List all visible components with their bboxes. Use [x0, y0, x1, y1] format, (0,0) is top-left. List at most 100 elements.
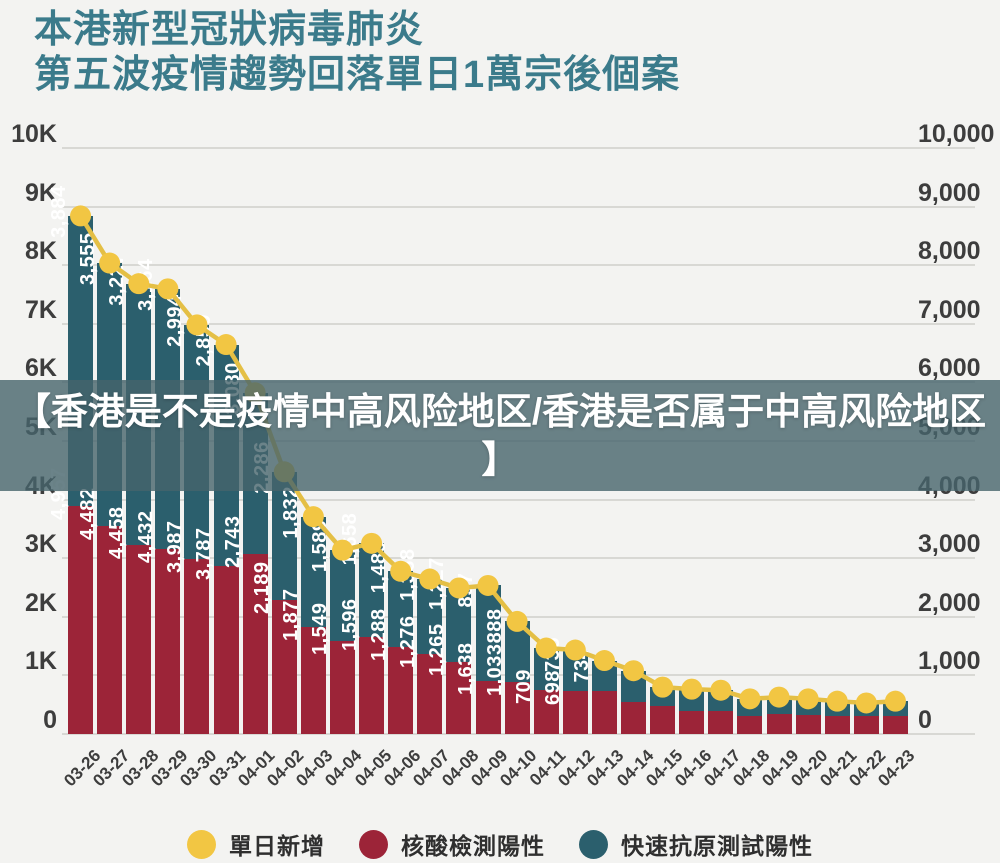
bar-segment-rat	[766, 697, 792, 715]
y-axis-label-left: 7K	[25, 295, 57, 324]
bar-label-rat: 4,458	[105, 506, 128, 559]
bar-04-23	[882, 701, 908, 734]
bar-label-rat: 4,482	[76, 487, 99, 540]
bar-segment-pcr	[824, 715, 850, 734]
bar-segment-rat	[882, 701, 908, 716]
y-axis-label-left: 3K	[25, 530, 57, 559]
bar-segment-rat	[650, 687, 676, 707]
bar-segment-rat	[824, 701, 850, 716]
bar-label-rat: 4,432	[134, 510, 157, 563]
y-axis-label-right: 9,000	[918, 178, 981, 207]
bar-04-13: 734	[571, 648, 617, 734]
bar-label-rat: 3,787	[193, 527, 216, 581]
y-axis-label-left: 2K	[25, 588, 57, 617]
bar-label-pcr: 888	[484, 608, 507, 644]
gridline	[62, 264, 975, 267]
y-axis-label-right: 1,000	[918, 647, 981, 676]
y-axis-label-left: 0	[43, 706, 57, 734]
bar-label-rat: 2,743	[222, 514, 245, 568]
bar-label-rat: 1,265	[425, 623, 448, 677]
bar-segment-pcr	[853, 716, 879, 734]
gridline	[62, 733, 975, 735]
bar-label-pcr: 2,994	[163, 294, 186, 347]
bar-label-rat: 2,189	[251, 561, 274, 615]
bar-04-15	[650, 687, 676, 734]
bar-segment-pcr	[562, 690, 588, 734]
y-axis-label-right: 6,000	[918, 354, 981, 383]
bar-segment-pcr	[795, 714, 821, 734]
y-axis-label-left: 1K	[25, 647, 57, 676]
chart-title-line1: 本港新型冠狀病毒肺炎	[34, 9, 425, 51]
y-axis-label-left: 10K	[11, 120, 57, 148]
bar-label-rat: 1,276	[396, 615, 419, 668]
legend-item-daily-new: 單日新增	[187, 827, 325, 861]
bar-label-pcr: 3,555	[76, 232, 99, 286]
bar-03-29: 3,164 4,432	[135, 258, 181, 734]
bar-label-pcr: 3,164	[134, 258, 157, 311]
y-axis-label-left: 6K	[25, 354, 57, 383]
bar-label-rat: 1,033	[484, 643, 507, 696]
bar-label-pcr: 1,589	[309, 519, 332, 573]
y-axis-label-right: 3,000	[918, 530, 981, 559]
bar-segment-rat	[795, 698, 821, 715]
bar-segment-pcr	[184, 558, 210, 734]
bar-segment-rat	[591, 660, 617, 691]
bar-segment-pcr	[329, 640, 355, 734]
bar-label-pcr: 1,227	[425, 557, 448, 610]
gridline	[62, 205, 975, 208]
bar-label-pcr: 1,832	[280, 486, 303, 539]
bar-04-19	[766, 697, 792, 734]
bar-segment-pcr	[126, 544, 152, 734]
bar-segment-pcr	[650, 706, 676, 734]
bar-segment-pcr	[213, 566, 239, 734]
bar-segment-rat	[853, 702, 879, 717]
legend-dot-icon	[579, 829, 608, 859]
bar-04-18	[737, 698, 763, 734]
bar-04-14	[621, 670, 647, 734]
bar-label-rat: 1,638	[455, 642, 477, 696]
bar-segment-rat	[621, 670, 647, 702]
overlay-banner-text-line2: 】	[481, 438, 519, 480]
bar-segment-rat	[708, 690, 734, 711]
bar-segment-pcr	[737, 715, 763, 734]
bar-label-pcr: 2,859	[193, 313, 216, 367]
chart-title: 本港新型冠狀病毒肺炎 第五波疫情趨勢回落單日1萬宗後個案	[34, 8, 680, 98]
bar-segment-pcr	[882, 715, 908, 734]
bar-segment-pcr	[766, 714, 792, 734]
bar-segment-pcr	[68, 506, 94, 734]
bar-label-rat: 1,877	[280, 588, 303, 641]
bar-label-pcr: 1,489	[367, 540, 390, 594]
y-axis-label-right: 0	[918, 706, 932, 734]
bar-label-pcr: 735	[542, 637, 565, 673]
bar-03-27: 3,555 4,482	[77, 232, 123, 734]
y-axis-label-left: 8K	[25, 237, 57, 266]
bar-04-16	[679, 689, 705, 734]
bar-segment-pcr	[621, 701, 647, 734]
bar-label-pcr: 897	[455, 572, 477, 608]
y-axis-label-left: 9K	[25, 178, 57, 207]
legend-label: 快速抗原測試陽性	[621, 833, 813, 859]
bar-label-rat: 709	[513, 668, 536, 704]
legend-label: 核酸檢測陽性	[401, 833, 545, 859]
legend-dot-icon	[187, 829, 216, 859]
bar-label-pcr: 1,368	[396, 548, 419, 602]
bar-segment-pcr	[155, 548, 181, 734]
bar-label-pcr: 734	[571, 647, 594, 683]
bar-segment-pcr	[591, 691, 617, 734]
bar-label-pcr: 3,227	[105, 253, 128, 306]
bar-segment-pcr	[708, 710, 734, 734]
legend-dot-icon	[359, 829, 388, 859]
y-axis-label-right: 8,000	[918, 237, 981, 266]
bar-04-17	[708, 690, 734, 734]
legend-item-pcr-positive: 核酸檢測陽性	[359, 827, 545, 861]
bar-segment-pcr	[679, 710, 705, 734]
chart-title-line2: 第五波疫情趨勢回落單日1萬宗後個案	[34, 54, 681, 96]
bar-label-pcr: 1,658	[338, 512, 361, 566]
bar-label-rat: 1,596	[338, 598, 361, 651]
legend-label: 單日新增	[229, 833, 325, 859]
legend: 單日新增 核酸檢測陽性 快速抗原測試陽性	[0, 824, 1000, 863]
legend-item-rat-positive: 快速抗原測試陽性	[579, 827, 813, 861]
y-axis-label-right: 2,000	[918, 588, 981, 617]
bar-label-rat: 698	[542, 670, 565, 705]
bar-segment-rat	[737, 698, 763, 716]
